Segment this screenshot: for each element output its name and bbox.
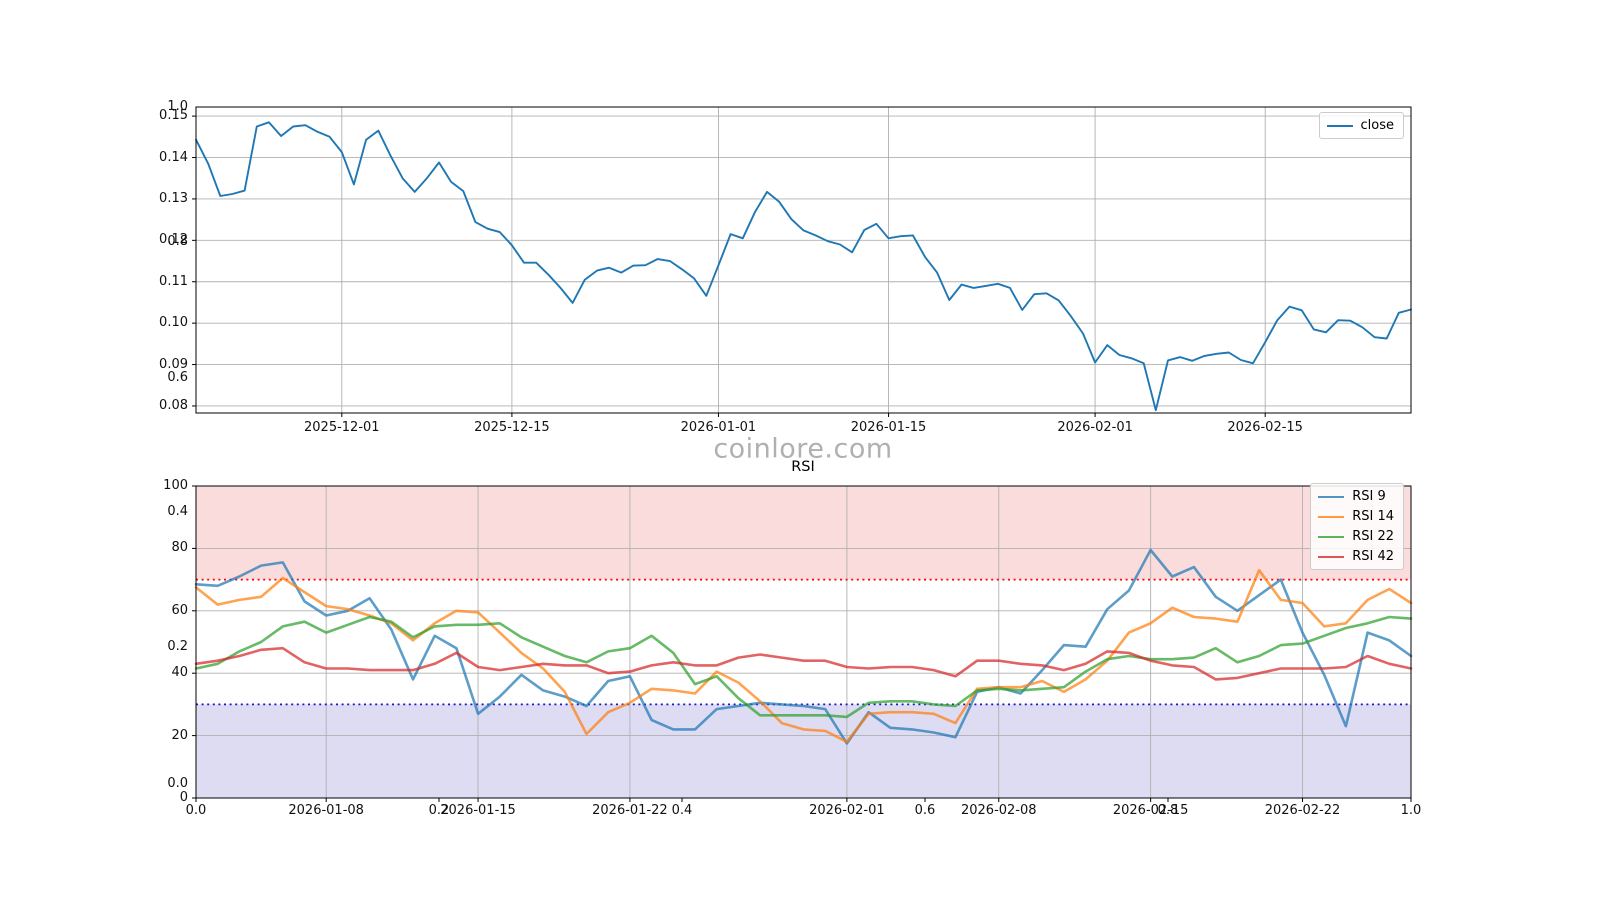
price-y-tick-label: 0.11 [159,273,188,289]
rsi-y-tick-label: 100 [163,478,188,493]
rsi-y-tick-label: 0 [179,790,188,805]
rsi-y-tick-label: 60 [171,602,188,618]
watermark: coinlore.com [713,433,893,465]
price-x-tick-label: 2025-12-15 [474,420,550,435]
price-y-tick-label: 0.09 [159,356,188,372]
rsi-x-tick-label: 2026-01-22 [592,803,668,818]
rsi-y-tick-label: 40 [171,665,188,681]
price-x-tick-label: 2026-02-01 [1057,420,1133,435]
overlay-x-tick-label: 0.0 [185,803,207,818]
price-x-tick-label: 2026-01-15 [850,420,927,435]
overlay-x-tick-label: 0.8 [1157,803,1179,818]
overlay-y-tick-label: 0.2 [167,639,188,654]
price-y-tick-label: 0.15 [159,108,188,124]
rsi14-line-swatch [1318,515,1345,518]
price-x-tick-label: 2026-02-15 [1227,420,1303,435]
price-legend: close [1318,112,1404,139]
overlay-y-tick-label: 0.0 [167,776,188,791]
price-legend-item: close [1326,116,1394,135]
overlay-x-tick-label: 1.0 [1400,803,1422,818]
rsi-x-tick-label: 2026-02-15 [1112,803,1189,818]
rsi9-line-swatch [1318,495,1345,498]
rsi-x-tick-label: 2026-02-08 [960,803,1037,818]
rsi-y-tick-label: 80 [171,540,188,556]
rsi-legend: RSI 9 RSI 14 RSI 22 RSI 42 [1310,483,1404,570]
rsi-x-tick-label: 2026-01-15 [440,803,516,818]
price-y-tick-label: 0.13 [159,190,188,206]
overlay-x-tick-label: 0.6 [914,803,936,818]
rsi14-legend-label: RSI 14 [1352,509,1394,524]
overlay-y-tick-label: 0.6 [167,370,188,385]
rsi22-line-swatch [1318,535,1345,538]
rsi42-line-swatch [1318,555,1345,558]
rsi-chart-title: RSI [791,459,815,475]
price-y-tick-label: 0.14 [159,149,188,165]
close-line-swatch [1326,124,1353,127]
rsi-legend-item: RSI 42 [1318,547,1394,566]
rsi-x-tick-label: 2026-01-08 [288,803,364,818]
rsi9-legend-label: RSI 9 [1352,489,1386,504]
overlay-y-tick-label: 0.4 [167,504,188,519]
rsi-y-tick-label: 20 [171,727,188,743]
price-x-tick-label: 2026-01-01 [680,420,757,435]
overlay-x-tick-label: 0.2 [428,803,450,818]
price-y-tick-label: 0.08 [159,397,188,413]
price-x-tick-label: 2025-12-01 [304,420,380,435]
overlay-y-tick-label: 0.8 [167,234,188,249]
overlay-y-tick-label: 1.0 [167,99,188,114]
rsi22-legend-label: RSI 22 [1352,529,1394,544]
rsi-x-tick-label: 2026-02-22 [1264,803,1341,818]
rsi-legend-item: RSI 22 [1318,527,1394,546]
rsi-legend-item: RSI 14 [1318,507,1394,526]
overlay-x-tick-label: 0.4 [671,803,693,818]
price-legend-label: close [1360,118,1394,133]
rsi42-legend-label: RSI 42 [1352,549,1394,564]
price-y-tick-label: 0.12 [159,232,188,248]
rsi-legend-item: RSI 9 [1318,487,1394,506]
rsi-x-tick-label: 2026-02-01 [809,803,885,818]
price-y-tick-label: 0.10 [159,315,188,331]
